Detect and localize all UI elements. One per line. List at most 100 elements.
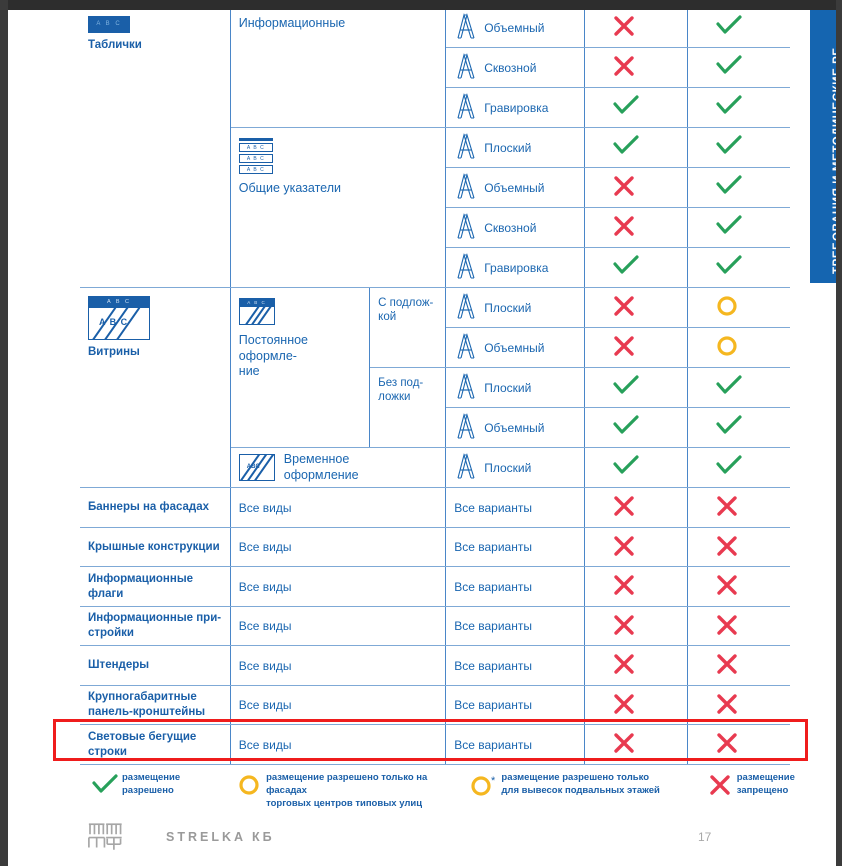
execution-cell: Сквозной bbox=[445, 207, 586, 248]
mark-deny-icon bbox=[613, 693, 635, 718]
execution-cell: Все варианты bbox=[445, 724, 586, 765]
category-cell-simple: Информационные при-стройки bbox=[80, 605, 231, 647]
mark-deny-icon bbox=[613, 535, 635, 560]
table-row: Информационные флаги Все виды Все варианты bbox=[80, 566, 790, 607]
page-footer: STRELKA КБ bbox=[88, 822, 818, 852]
mark-cell-column-1 bbox=[584, 327, 688, 368]
table-row: A B C Таблички Информационные Объемный bbox=[80, 10, 790, 288]
table-row: Баннеры на фасадах Все виды Все варианты bbox=[80, 487, 790, 528]
mark-cell-column-1 bbox=[584, 724, 688, 765]
type-label: Временное оформление bbox=[283, 452, 359, 482]
mark-deny-icon bbox=[716, 653, 738, 678]
mark-cell-column-2 bbox=[686, 487, 790, 528]
category-cell-tablichki: A B C Таблички bbox=[80, 10, 231, 288]
execution-cell: Объемный bbox=[445, 327, 586, 368]
execution-cell: Все варианты bbox=[445, 526, 586, 568]
legend-mark-allow-icon bbox=[88, 772, 122, 796]
mark-allow-icon bbox=[613, 415, 639, 440]
legend-text: размещение разрешено bbox=[122, 772, 181, 796]
letter-a-icon bbox=[454, 92, 476, 123]
type-label: Все виды bbox=[238, 737, 292, 752]
mark-allow-icon bbox=[613, 455, 639, 480]
table-row: Объемный bbox=[80, 167, 790, 208]
type-cell-simple: Все виды bbox=[229, 566, 447, 607]
mark-cell-column-2 bbox=[686, 526, 790, 568]
page-number: 17 bbox=[698, 830, 712, 844]
execution-label: Все варианты bbox=[454, 619, 532, 633]
mark-cell-column-2 bbox=[686, 645, 790, 686]
mark-cell-column-2 bbox=[686, 367, 790, 408]
execution-cell: Сквозной bbox=[445, 47, 586, 88]
category-cell-simple: Крупногабаритные панель-кронштейны bbox=[80, 684, 231, 726]
legend-text: размещение запрещено bbox=[736, 772, 795, 796]
strelka-partner-label: STRELKA КБ bbox=[166, 830, 275, 844]
mark-cell-column-1 bbox=[584, 207, 688, 248]
execution-label: Гравировка bbox=[484, 260, 549, 275]
mark-deny-icon bbox=[716, 535, 738, 560]
table-body: A B C Таблички Информационные Объемный Сквоз… bbox=[80, 10, 790, 765]
mark-cell-column-1 bbox=[584, 127, 688, 168]
execution-label: Сквозной bbox=[484, 220, 537, 235]
legend-text: размещение разрешено только для вывесок п… bbox=[501, 772, 660, 796]
category-cell-simple: Крышные конструкции bbox=[80, 526, 231, 568]
mark-deny-icon bbox=[613, 175, 635, 200]
type-cell-simple: Все виды bbox=[229, 487, 447, 528]
category-label: Таблички bbox=[88, 39, 142, 51]
type-cell-simple: Все виды bbox=[229, 684, 447, 726]
mark-deny-icon bbox=[613, 15, 635, 40]
mark-cell-column-1 bbox=[584, 446, 688, 489]
mark-deny-icon bbox=[716, 732, 738, 757]
mark-allow-icon bbox=[716, 55, 742, 80]
execution-cell: Объемный bbox=[445, 407, 586, 448]
mark-cell-column-2 bbox=[686, 87, 790, 128]
mark-cell-column-1 bbox=[584, 645, 688, 686]
letter-a-icon bbox=[454, 412, 476, 443]
letter-a-icon bbox=[454, 172, 476, 203]
execution-cell: Плоский bbox=[445, 287, 586, 328]
letter-a-icon bbox=[454, 252, 476, 283]
letter-a-icon bbox=[454, 452, 476, 483]
table-row: Крышные конструкции Все виды Все варианты bbox=[80, 526, 790, 568]
category-label: Баннеры на фасадах bbox=[88, 501, 210, 514]
category-cell-simple: Информационные флаги bbox=[80, 566, 231, 607]
execution-label: Объемный bbox=[484, 20, 545, 35]
mark-deny-icon bbox=[613, 732, 635, 757]
mark-cell-column-1 bbox=[584, 487, 688, 528]
letter-a-icon bbox=[454, 52, 476, 83]
mark-cell-column-1 bbox=[584, 566, 688, 607]
execution-cell: Все варианты bbox=[445, 684, 586, 726]
mark-allow-icon bbox=[716, 255, 742, 280]
table-row: Сквозной bbox=[80, 207, 790, 248]
execution-cell: Объемный bbox=[445, 167, 586, 208]
legend-item: размещение разрешено только на фасадах то… bbox=[232, 772, 467, 810]
document-page: ТРЕБОВАНИЯ И МЕТОДИЧЕСКИЕ РЕ A B C Таблич… bbox=[8, 10, 836, 866]
mark-cell-column-1 bbox=[584, 367, 688, 408]
legend: размещение разрешено размещение разрешено … bbox=[88, 772, 818, 810]
mark-deny-icon bbox=[613, 55, 635, 80]
type-label: Все виды bbox=[238, 579, 292, 594]
mark-deny-icon bbox=[716, 495, 738, 520]
viewer-left-strip bbox=[0, 0, 8, 866]
type-label: Все виды bbox=[238, 619, 292, 633]
type-cell-simple: Все виды bbox=[229, 526, 447, 568]
type-cell-vremennoe: ABC Временное оформление bbox=[229, 446, 447, 489]
letter-a-icon bbox=[454, 372, 476, 403]
mark-allow-icon bbox=[613, 95, 639, 120]
sub-cell-bez-podlozhki: Без под-ложки bbox=[369, 367, 447, 448]
mark-deny-icon bbox=[613, 295, 635, 320]
execution-label: Все варианты bbox=[454, 500, 532, 515]
category-label: Информационные флаги bbox=[88, 572, 194, 600]
execution-cell: Гравировка bbox=[445, 87, 586, 128]
mark-deny-icon bbox=[613, 574, 635, 599]
execution-cell: Плоский bbox=[445, 367, 586, 408]
side-tab-section: ТРЕБОВАНИЯ И МЕТОДИЧЕСКИЕ РЕ bbox=[810, 10, 836, 283]
execution-cell: Все варианты bbox=[445, 487, 586, 528]
execution-label: Сквозной bbox=[484, 60, 537, 75]
mark-cell-column-1 bbox=[584, 684, 688, 726]
mark-allow-icon bbox=[716, 95, 742, 120]
category-label: Штендеры bbox=[88, 659, 150, 672]
